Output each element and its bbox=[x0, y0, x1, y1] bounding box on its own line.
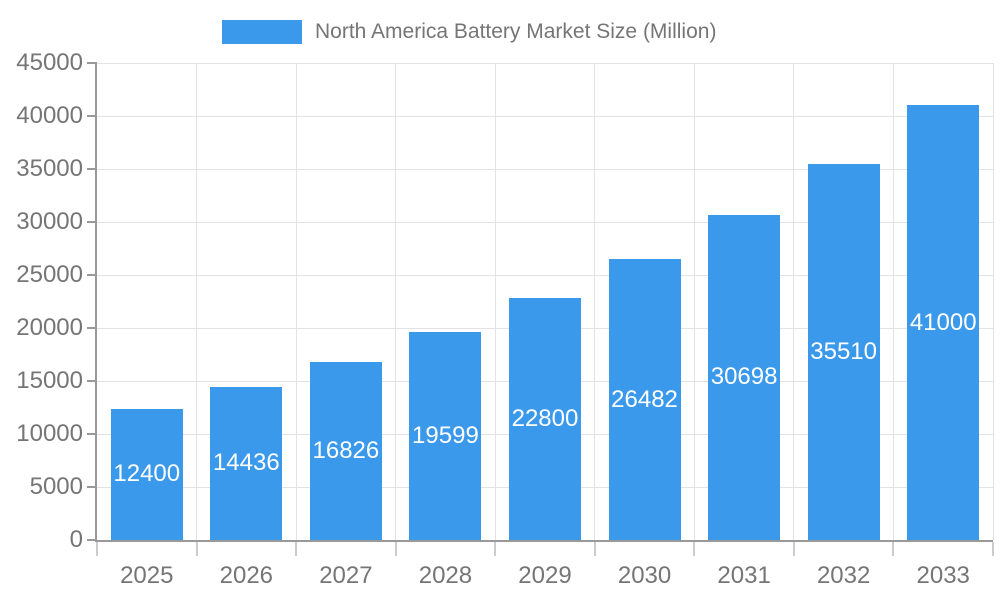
gridline-vertical bbox=[196, 63, 198, 540]
gridline-vertical bbox=[594, 63, 596, 540]
bar-value-label: 30698 bbox=[710, 363, 778, 391]
x-axis-tick bbox=[96, 542, 98, 556]
bar-2027[interactable] bbox=[309, 361, 382, 540]
y-tick-label: 5000 bbox=[29, 473, 83, 500]
x-tick-label-2033: 2033 bbox=[916, 562, 970, 589]
y-tick-label: 15000 bbox=[16, 367, 83, 394]
bar-value-label: 16826 bbox=[312, 436, 380, 464]
gridline-vertical bbox=[892, 63, 894, 540]
bar-2026[interactable] bbox=[210, 386, 283, 540]
x-tick-label-2030: 2030 bbox=[617, 562, 672, 589]
x-tick-label-2027: 2027 bbox=[319, 562, 373, 589]
bar-2031[interactable] bbox=[708, 214, 781, 540]
x-tick-label-2029: 2029 bbox=[518, 562, 572, 589]
x-tick-label-2031: 2031 bbox=[717, 562, 771, 589]
y-axis-tick bbox=[87, 486, 97, 488]
gridline-vertical bbox=[693, 63, 695, 540]
legend-swatch bbox=[222, 20, 302, 44]
y-tick-label: 0 bbox=[69, 526, 83, 553]
bar-value-label: 41000 bbox=[909, 308, 977, 336]
x-axis-tick bbox=[195, 542, 198, 556]
y-tick-label: 40000 bbox=[16, 102, 83, 129]
gridline-horizontal bbox=[97, 115, 993, 117]
x-tick-label-2026: 2026 bbox=[219, 562, 274, 589]
y-axis-tick bbox=[87, 168, 97, 170]
y-tick-label: 45000 bbox=[16, 49, 83, 76]
x-tick-label-2032: 2032 bbox=[816, 562, 871, 589]
y-axis-tick bbox=[87, 62, 97, 64]
gridline-vertical bbox=[295, 63, 297, 540]
y-axis-line bbox=[95, 63, 97, 542]
bar-2025[interactable] bbox=[110, 408, 183, 540]
gridline-vertical bbox=[992, 63, 994, 540]
y-axis-tick bbox=[87, 539, 97, 541]
y-axis-tick bbox=[87, 274, 97, 276]
x-axis-line bbox=[95, 540, 993, 542]
legend[interactable]: North America Battery Market Size (Milli… bbox=[222, 19, 716, 45]
y-axis-tick bbox=[87, 327, 97, 329]
x-tick-label-2025: 2025 bbox=[120, 562, 174, 589]
y-tick-label: 20000 bbox=[16, 314, 83, 341]
bar-value-label: 12400 bbox=[113, 460, 181, 488]
gridline-horizontal bbox=[97, 221, 993, 223]
x-tick-label-2028: 2028 bbox=[418, 562, 473, 589]
gridline-vertical bbox=[395, 63, 397, 540]
y-tick-label: 35000 bbox=[16, 155, 83, 182]
y-tick-label: 25000 bbox=[16, 261, 83, 288]
y-tick-label: 10000 bbox=[16, 420, 83, 447]
x-axis-tick bbox=[295, 542, 298, 556]
gridline-vertical bbox=[494, 63, 496, 540]
bar-2030[interactable] bbox=[608, 259, 681, 540]
x-axis-tick bbox=[892, 542, 895, 556]
bar-value-label: 19599 bbox=[412, 422, 479, 450]
gridline-horizontal bbox=[97, 62, 993, 64]
y-tick-label: 30000 bbox=[16, 208, 83, 235]
bar-2033[interactable] bbox=[907, 105, 980, 540]
x-axis-tick bbox=[593, 542, 596, 556]
bar-value-label: 14436 bbox=[212, 449, 280, 477]
gridline-vertical bbox=[793, 63, 795, 540]
y-axis-tick bbox=[87, 433, 97, 435]
bar-2032[interactable] bbox=[807, 163, 880, 540]
x-axis-tick bbox=[992, 542, 994, 556]
bar-value-label: 26482 bbox=[611, 385, 678, 413]
bar-value-label: 22800 bbox=[511, 405, 579, 433]
gridline-horizontal bbox=[97, 274, 993, 276]
x-axis-tick bbox=[394, 542, 397, 556]
gridline-horizontal bbox=[97, 168, 993, 170]
y-axis-tick bbox=[87, 380, 97, 382]
x-axis-tick bbox=[494, 542, 497, 556]
y-axis-tick bbox=[87, 221, 97, 223]
bar-2029[interactable] bbox=[509, 298, 581, 540]
bar-value-label: 35510 bbox=[810, 337, 878, 365]
bar-2028[interactable] bbox=[409, 332, 482, 540]
x-axis-tick bbox=[693, 542, 696, 556]
legend-label: North America Battery Market Size (Milli… bbox=[315, 20, 717, 43]
x-axis-tick bbox=[792, 542, 795, 556]
y-axis-tick bbox=[87, 115, 97, 117]
